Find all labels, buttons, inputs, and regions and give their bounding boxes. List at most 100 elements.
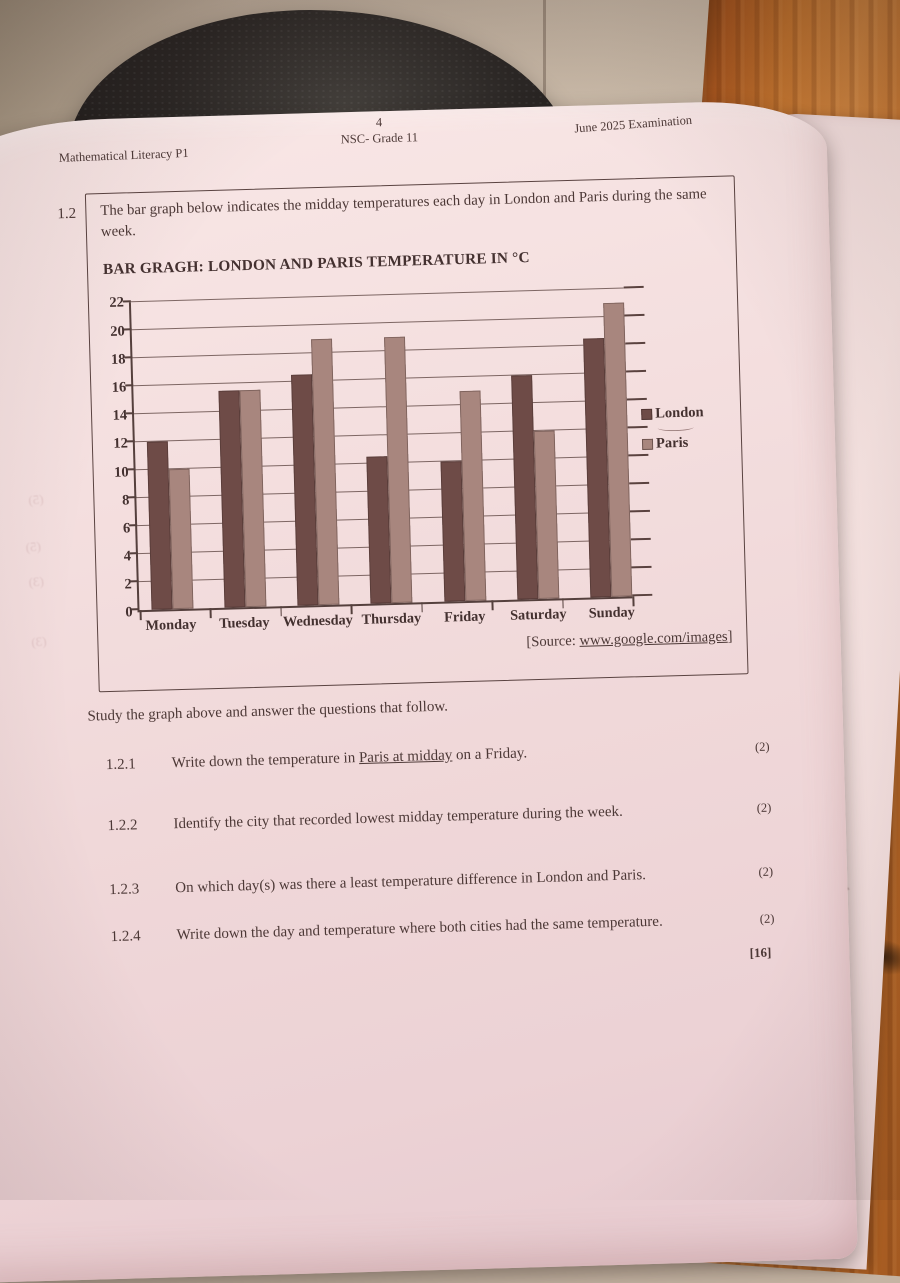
question-text: On which day(s) was there a least temper… (175, 867, 647, 897)
y-tick-12: 12 (113, 435, 129, 453)
chart-source-line: [Source: www.google.com/images] (113, 628, 733, 662)
bar-group-tuesday (216, 299, 267, 608)
x-label-slot: Sunday (588, 604, 636, 622)
y-tick-mark (123, 328, 132, 331)
chart-legend: London Paris (624, 286, 734, 599)
y-tick-mark (126, 440, 135, 443)
y-tick-22: 22 (109, 294, 125, 312)
x-label-saturday: Saturday (509, 606, 567, 624)
question-row-1-2-3: 1.2.3 On which day(s) was there a least … (109, 862, 773, 902)
y-tick-mark (122, 300, 131, 303)
x-label-tuesday: Tuesday (219, 614, 270, 632)
wall-corner-edge (543, 0, 546, 100)
x-label-slot: Tuesday (219, 614, 270, 633)
exam-paper: Mathematical Literacy P1 4 NSC- Grade 11… (0, 98, 858, 1283)
bleed-through-mark: (3) (30, 633, 48, 650)
legend-swatch-london (641, 408, 653, 420)
y-tick-16: 16 (111, 379, 127, 396)
y-tick-mark (129, 552, 138, 555)
bleed-through-mark: (3) (27, 573, 45, 590)
y-tick-20: 20 (109, 323, 125, 340)
x-tick-mark (632, 596, 635, 607)
y-tick-4: 4 (123, 548, 132, 565)
x-tick-mark (350, 604, 353, 615)
question-intro-text: The bar graph below indicates the midday… (100, 186, 707, 241)
bar-london-monday (146, 441, 173, 610)
x-label-slot: Wednesday (283, 612, 353, 630)
questions-list: 1.2.1 Write down the temperature in Pari… (106, 737, 775, 961)
question-number: 1.2.1 (105, 756, 137, 774)
y-tick-mark (130, 580, 139, 583)
y-tick-mark (125, 384, 134, 387)
legend-label-london: London (655, 404, 704, 422)
question-marks: (2) (754, 739, 770, 755)
study-instruction: Study the graph above and answer the que… (87, 698, 449, 725)
x-label-monday: Monday (145, 616, 197, 634)
bleed-through-mark: (5) (27, 491, 45, 508)
bar-paris-monday (168, 468, 194, 610)
x-tick-mark (209, 608, 212, 619)
question-number: 1.2.4 (110, 928, 141, 946)
bar-group-saturday (509, 290, 560, 600)
header-grade: NSC- Grade 11 (340, 130, 419, 147)
x-label-slot: Saturday (510, 606, 567, 624)
question-marks: (2) (758, 864, 774, 879)
x-label-wednesday: Wednesday (282, 612, 354, 631)
header-center: 4 NSC- Grade 11 (304, 112, 455, 149)
bleed-through-mark: (5) (24, 538, 42, 555)
x-tick-mark (139, 609, 142, 621)
legend-label-paris: Paris (655, 434, 689, 452)
x-label-friday: Friday (443, 608, 486, 626)
question-marks: (2) (759, 911, 775, 926)
x-tick-mark (421, 602, 423, 613)
temperature-bar-chart: BAR GRAGH: LONDON AND PARIS TEMPERATURE … (102, 244, 735, 663)
question-row-1-2-2: 1.2.2 Identify the city that recorded lo… (107, 798, 771, 838)
y-tick-mark (127, 468, 136, 471)
y-tick-8: 8 (121, 492, 130, 509)
y-tick-14: 14 (112, 407, 128, 424)
bar-group-friday (435, 292, 487, 602)
x-label-slot: Thursday (361, 610, 421, 628)
question-row-1-2-1: 1.2.1 Write down the temperature in Pari… (106, 737, 770, 777)
source-suffix: ] (727, 628, 733, 645)
underlined-phrase: Paris at midday (358, 747, 453, 767)
y-tick-mark (128, 496, 137, 499)
y-tick-mark (131, 608, 140, 611)
question-box: The bar graph below indicates the midday… (84, 175, 749, 693)
bar-groups (131, 288, 633, 610)
y-tick-mark (129, 524, 138, 527)
pen-squiggle (657, 423, 694, 432)
x-label-slot: Friday (444, 608, 486, 626)
y-tick-2: 2 (124, 576, 133, 593)
y-tick-0: 0 (125, 604, 133, 621)
x-label-slot: Monday (145, 616, 196, 635)
total-marks: [16] (749, 944, 772, 961)
bar-group-thursday (362, 295, 413, 604)
y-tick-mark (124, 356, 133, 359)
x-label-thursday: Thursday (361, 610, 422, 628)
question-text: Identify the city that recorded lowest m… (173, 803, 623, 833)
question-number: 1.2.3 (109, 881, 140, 899)
question-1-2-number: 1.2 (57, 205, 77, 223)
y-tick-10: 10 (113, 463, 129, 481)
y-tick-mark (125, 412, 135, 415)
x-tick-mark (491, 600, 494, 611)
question-number: 1.2.2 (107, 817, 138, 835)
source-prefix: [Source: (526, 632, 580, 651)
bar-group-sunday (582, 288, 633, 598)
bar-paris-saturday (533, 430, 560, 599)
x-tick-mark (280, 606, 283, 617)
source-link: www.google.com/images (579, 628, 728, 649)
x-tick-mark (561, 598, 564, 609)
question-marks: (2) (756, 800, 772, 815)
question-text: Write down the temperature in Paris at m… (171, 745, 528, 772)
legend-item-paris: Paris (641, 434, 729, 453)
chart-plot-area (122, 286, 653, 621)
question-row-1-2-4: 1.2.4 Write down the day and temperature… (110, 909, 774, 949)
x-label-sunday: Sunday (588, 604, 636, 622)
header-exam-session: June 2025 Examination (573, 112, 693, 136)
bar-paris-friday (459, 390, 487, 601)
y-tick-6: 6 (122, 520, 131, 537)
header-subject: Mathematical Literacy P1 (58, 145, 189, 165)
bar-group-monday (143, 301, 194, 610)
